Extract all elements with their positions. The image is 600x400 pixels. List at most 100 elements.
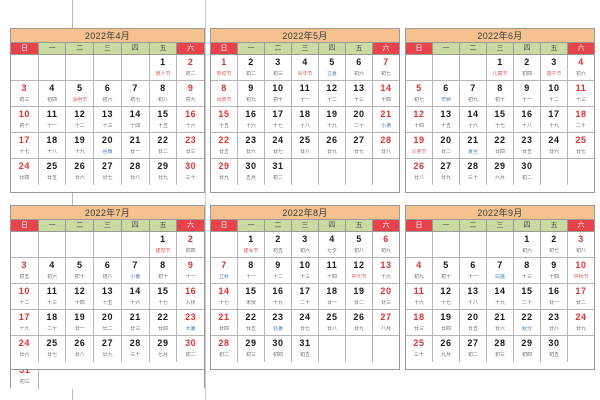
day-cell[interactable]: 14 十九: [487, 284, 514, 309]
day-cell[interactable]: 23 大暑: [177, 310, 204, 335]
day-cell[interactable]: 2 初二: [238, 55, 265, 80]
day-cell[interactable]: 10 十三: [292, 258, 319, 283]
day-cell[interactable]: 20 廿五: [460, 310, 487, 335]
day-cell[interactable]: 13 十五: [94, 284, 122, 309]
day-cell[interactable]: 3 初五: [11, 258, 39, 283]
day-cell[interactable]: 14 十六: [122, 284, 150, 309]
day-cell[interactable]: 5 清明节: [66, 81, 95, 106]
day-cell[interactable]: 25 廿八: [292, 133, 319, 158]
day-cell[interactable]: 2 初四: [514, 55, 541, 80]
day-cell[interactable]: 29 廿九: [150, 159, 178, 185]
day-cell[interactable]: 7 初七: [373, 55, 399, 80]
day-cell[interactable]: 30 初二: [514, 159, 541, 185]
day-cell[interactable]: 14 十七: [211, 284, 238, 309]
day-cell[interactable]: 12 十二: [66, 107, 95, 132]
day-cell[interactable]: 31 初二: [265, 159, 292, 185]
day-cell[interactable]: 28 廿八: [122, 159, 150, 185]
day-cell[interactable]: 6 初六: [346, 55, 373, 80]
day-cell[interactable]: 8 十三: [514, 258, 541, 283]
day-cell[interactable]: 16 廿一: [541, 284, 568, 309]
day-cell[interactable]: 5 初十: [66, 258, 95, 283]
day-cell[interactable]: 13 十三: [94, 107, 122, 132]
day-cell[interactable]: 25 廿八: [319, 310, 346, 335]
day-cell[interactable]: 19 十九: [319, 107, 346, 132]
day-cell[interactable]: 4 初四: [39, 81, 67, 106]
day-cell[interactable]: 8 十一: [238, 258, 265, 283]
day-cell[interactable]: 29 廿九: [211, 159, 238, 185]
day-cell[interactable]: 21 夏至: [460, 133, 487, 158]
day-cell[interactable]: 7 白露: [487, 258, 514, 283]
day-cell[interactable]: 6 初八: [94, 258, 122, 283]
day-cell[interactable]: 26 九月: [433, 336, 460, 362]
day-cell[interactable]: 17 十九: [11, 310, 39, 335]
day-cell[interactable]: 5 初七: [406, 81, 433, 106]
day-cell[interactable]: 3 端午节: [541, 55, 568, 80]
day-cell[interactable]: 18 廿一: [319, 284, 346, 309]
day-cell[interactable]: 1 建军节: [238, 232, 265, 257]
day-cell[interactable]: 3 初六: [292, 232, 319, 257]
day-cell[interactable]: 21 廿六: [487, 310, 514, 335]
day-cell[interactable]: 25 廿七: [39, 336, 67, 362]
day-cell[interactable]: 28 初二: [211, 336, 238, 362]
day-cell[interactable]: 12 十四: [406, 107, 433, 132]
day-cell[interactable]: 13 十三: [346, 81, 373, 106]
day-cell[interactable]: 24 廿七: [292, 310, 319, 335]
day-cell[interactable]: 21 廿四: [211, 310, 238, 335]
day-cell[interactable]: 4 初六: [39, 258, 67, 283]
day-cell[interactable]: 23 廿三: [177, 133, 204, 158]
day-cell[interactable]: 12 十四: [66, 284, 95, 309]
day-cell[interactable]: 29 六月: [487, 159, 514, 185]
day-cell[interactable]: 5 初十: [433, 258, 460, 283]
day-cell[interactable]: 10 初十: [11, 107, 39, 132]
day-cell[interactable]: 29 七月: [150, 336, 178, 362]
day-cell[interactable]: 18 廿三: [406, 310, 433, 335]
day-cell[interactable]: 10 中秋节: [568, 258, 594, 283]
day-cell[interactable]: 4 七夕: [319, 232, 346, 257]
day-cell[interactable]: 27 初二: [460, 336, 487, 362]
day-cell[interactable]: 9 十一: [514, 81, 541, 106]
day-cell[interactable]: 4 初六: [568, 55, 594, 80]
day-cell[interactable]: 20 二十: [346, 107, 373, 132]
day-cell[interactable]: 7 小暑: [122, 258, 150, 283]
day-cell[interactable]: 16 十九: [265, 284, 292, 309]
day-cell[interactable]: 17 十七: [265, 107, 292, 132]
day-cell[interactable]: 12 十七: [433, 284, 460, 309]
day-cell[interactable]: 2 初四: [177, 232, 204, 257]
day-cell[interactable]: 25 三十: [406, 336, 433, 362]
day-cell[interactable]: 19 廿一: [66, 310, 95, 335]
day-cell[interactable]: 3 初八: [568, 232, 594, 257]
day-cell[interactable]: 27 廿七: [94, 159, 122, 185]
day-cell[interactable]: 9 初九: [238, 81, 265, 106]
day-cell[interactable]: 13 十五: [433, 107, 460, 132]
day-cell[interactable]: 23 处暑: [265, 310, 292, 335]
day-cell[interactable]: 9 十二: [265, 258, 292, 283]
day-cell[interactable]: 11 十一: [39, 107, 67, 132]
day-cell[interactable]: 11 十六: [406, 284, 433, 309]
day-cell[interactable]: 18 二十: [568, 107, 594, 132]
day-cell[interactable]: 26 廿九: [319, 133, 346, 158]
day-cell[interactable]: 1 初六: [514, 232, 541, 257]
day-cell[interactable]: 1 儿童节: [487, 55, 514, 80]
day-cell[interactable]: 7 初七: [122, 81, 150, 106]
day-cell[interactable]: 19 廿四: [433, 310, 460, 335]
day-cell[interactable]: 9 初九: [177, 81, 204, 106]
day-cell[interactable]: 26 廿八: [66, 336, 95, 362]
day-cell[interactable]: 7 初九: [460, 81, 487, 106]
day-cell[interactable]: 15 十五: [150, 107, 178, 132]
day-cell[interactable]: 24 廿六: [541, 133, 568, 158]
day-cell[interactable]: 27 廿七: [346, 133, 373, 158]
day-cell[interactable]: 21 廿一: [122, 133, 150, 158]
day-cell[interactable]: 5 初八: [346, 232, 373, 257]
day-cell[interactable]: 11 十一: [292, 81, 319, 106]
day-cell[interactable]: 11 十三: [568, 81, 594, 106]
day-cell[interactable]: 10 初十: [265, 81, 292, 106]
day-cell[interactable]: 11 十三: [39, 284, 67, 309]
day-cell[interactable]: 27 廿九: [94, 336, 122, 362]
day-cell[interactable]: 14 十四: [373, 81, 399, 106]
day-cell[interactable]: 20 廿二: [433, 133, 460, 158]
day-cell[interactable]: 6 芒种: [433, 81, 460, 106]
day-cell[interactable]: 29 初三: [238, 336, 265, 362]
day-cell[interactable]: 24 廿四: [11, 159, 39, 185]
day-cell[interactable]: 6 初九: [373, 232, 399, 257]
day-cell[interactable]: 9 十四: [541, 258, 568, 283]
